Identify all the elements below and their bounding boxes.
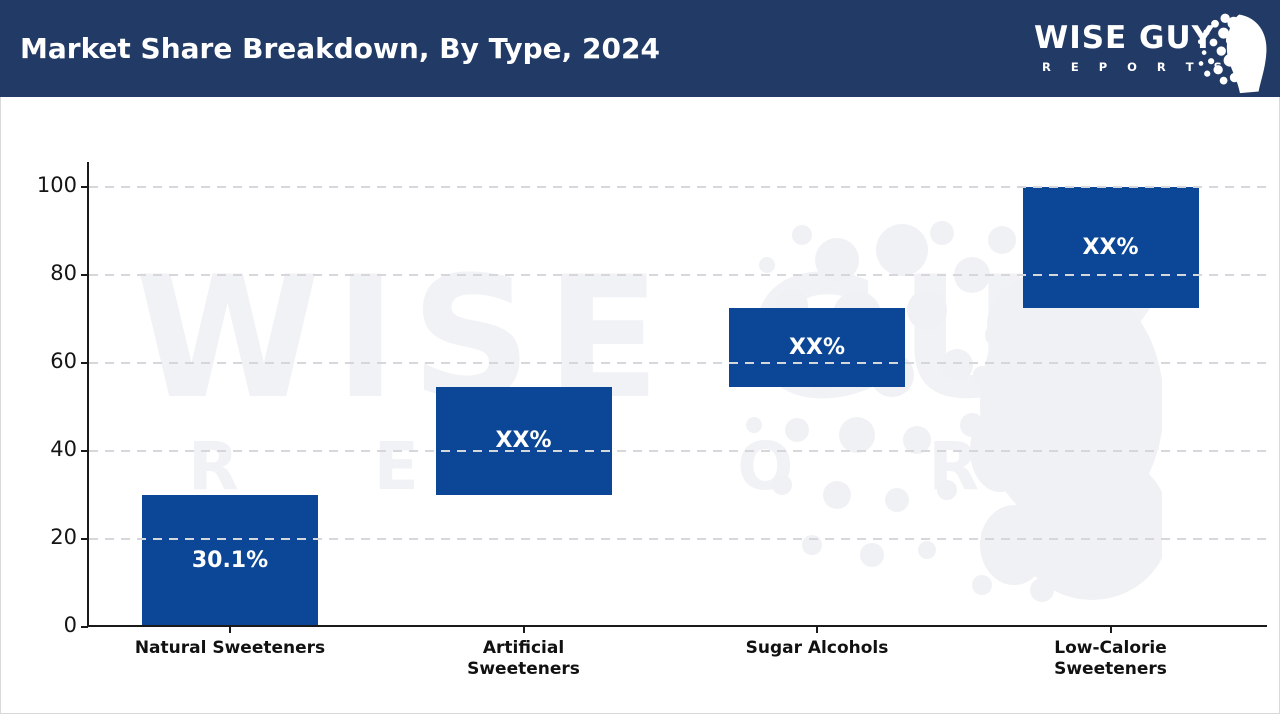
- gridline-80: [89, 274, 1266, 276]
- bar-value-label: XX%: [789, 335, 845, 361]
- bar-value-label: 30.1%: [191, 548, 269, 574]
- wiseguy-face-icon: [1197, 13, 1267, 94]
- y-tick-40: [81, 450, 88, 452]
- x-tick-3: [816, 627, 818, 633]
- y-tick-100: [81, 186, 88, 188]
- gridline-60: [89, 362, 1266, 364]
- header-band: Market Share Breakdown, By Type, 2024 WI…: [0, 0, 1280, 97]
- gridline-40: [89, 450, 1266, 452]
- category-label-2: Artificial Sweeteners: [467, 638, 580, 679]
- bar-value-label: XX%: [495, 428, 552, 454]
- logo-subtitle: R E P O R T S: [1042, 60, 1230, 74]
- gridline-100: [89, 186, 1266, 188]
- bar-4: XX%: [1022, 187, 1199, 308]
- y-tick-label: 40: [50, 437, 77, 461]
- y-tick-label: 100: [36, 173, 77, 197]
- bar-3: XX%: [729, 308, 905, 388]
- waterfall-chart: 0 20 40 60 80 100 30.1% XX% XX% XX% Natural Sweete…: [0, 97, 1280, 720]
- bar-2: XX%: [435, 387, 612, 495]
- y-tick-60: [81, 362, 88, 364]
- y-tick-label: 0: [63, 613, 77, 637]
- logo-wordmark: WISE GUY: [1034, 20, 1216, 56]
- y-tick-20: [81, 538, 88, 540]
- category-label-4: Low-Calorie Sweeteners: [1054, 638, 1167, 679]
- category-label-3: Sugar Alcohols: [745, 638, 889, 658]
- y-tick-80: [81, 274, 88, 276]
- chart-title: Market Share Breakdown, By Type, 2024: [20, 32, 660, 65]
- x-axis-line: [87, 625, 1267, 627]
- wiseguy-logo: WISE GUY R E P O R T S: [1006, 12, 1268, 94]
- x-tick-4: [1109, 627, 1112, 633]
- y-tick-label: 20: [50, 525, 77, 549]
- x-tick-1: [229, 627, 231, 633]
- y-tick-0: [81, 626, 88, 628]
- bar-1: 30.1%: [142, 494, 318, 627]
- gridline-20: [89, 538, 1266, 540]
- category-label-1: Natural Sweeteners: [134, 638, 326, 658]
- bar-value-label: XX%: [1082, 235, 1139, 260]
- y-tick-label: 60: [50, 349, 77, 373]
- x-tick-2: [522, 627, 525, 633]
- y-tick-label: 80: [50, 261, 77, 285]
- y-axis-line: [87, 162, 89, 627]
